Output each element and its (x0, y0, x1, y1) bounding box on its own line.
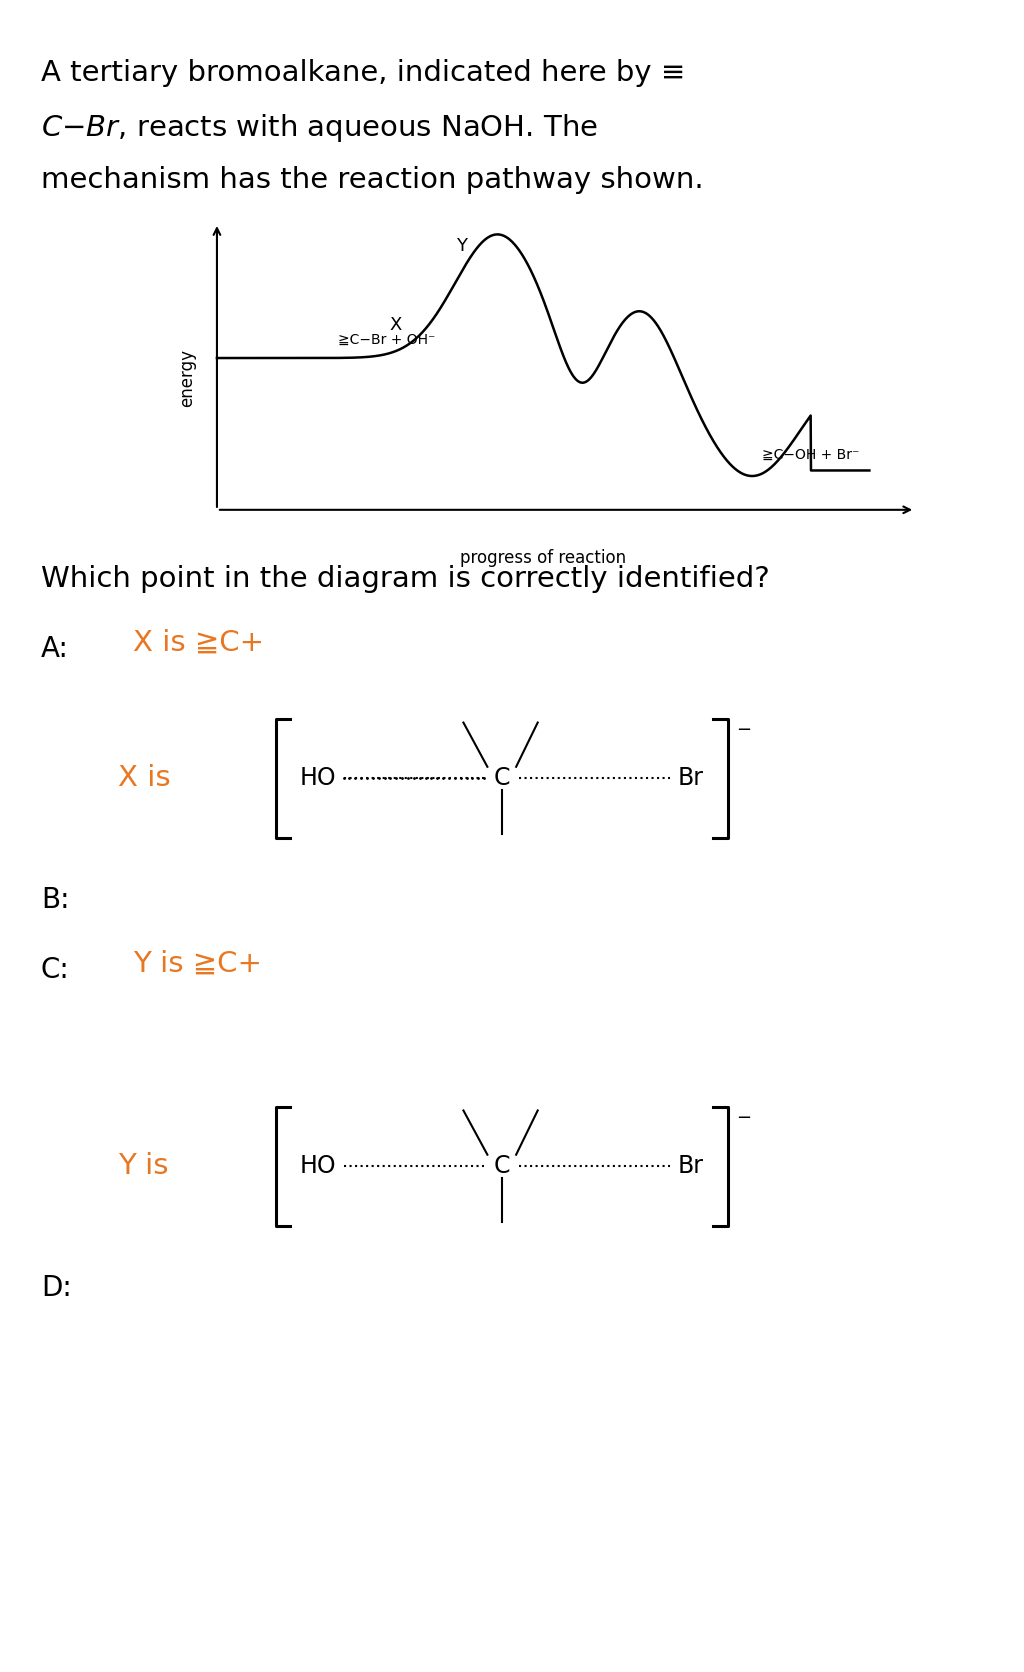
Text: Y is: Y is (119, 1152, 169, 1180)
Text: −: − (736, 1109, 751, 1127)
Text: Br: Br (678, 1154, 703, 1179)
Text: Y: Y (456, 237, 467, 256)
Text: progress of reaction: progress of reaction (460, 548, 627, 567)
Text: B:: B: (41, 886, 70, 915)
Text: D:: D: (41, 1274, 72, 1302)
Text: A tertiary bromoalkane, indicated here by ≡: A tertiary bromoalkane, indicated here b… (41, 59, 685, 87)
Text: ≧C−OH + Br⁻: ≧C−OH + Br⁻ (762, 448, 859, 461)
Text: mechanism has the reaction pathway shown.: mechanism has the reaction pathway shown… (41, 166, 703, 194)
Text: X is: X is (119, 764, 171, 793)
Text: A:: A: (41, 635, 69, 664)
Text: C:: C: (41, 956, 70, 985)
Text: ≧C−Br + OH⁻: ≧C−Br + OH⁻ (338, 333, 435, 346)
Text: X: X (390, 316, 402, 334)
Text: Y is ≧C+: Y is ≧C+ (133, 950, 262, 978)
Text: X is ≧C+: X is ≧C+ (133, 629, 264, 657)
Text: HO: HO (300, 766, 336, 791)
Text: HO: HO (300, 1154, 336, 1179)
Text: C: C (494, 766, 510, 791)
Text: −: − (736, 721, 751, 739)
Text: Which point in the diagram is correctly identified?: Which point in the diagram is correctly … (41, 565, 770, 594)
Text: Br: Br (678, 766, 703, 791)
Text: C: C (494, 1154, 510, 1179)
Text: energy: energy (178, 349, 197, 406)
Text: $\mathit{C}$$ - $$\mathit{Br}$, reacts with aqueous NaOH. The: $\mathit{C}$$ - $$\mathit{Br}$, reacts w… (41, 112, 598, 144)
